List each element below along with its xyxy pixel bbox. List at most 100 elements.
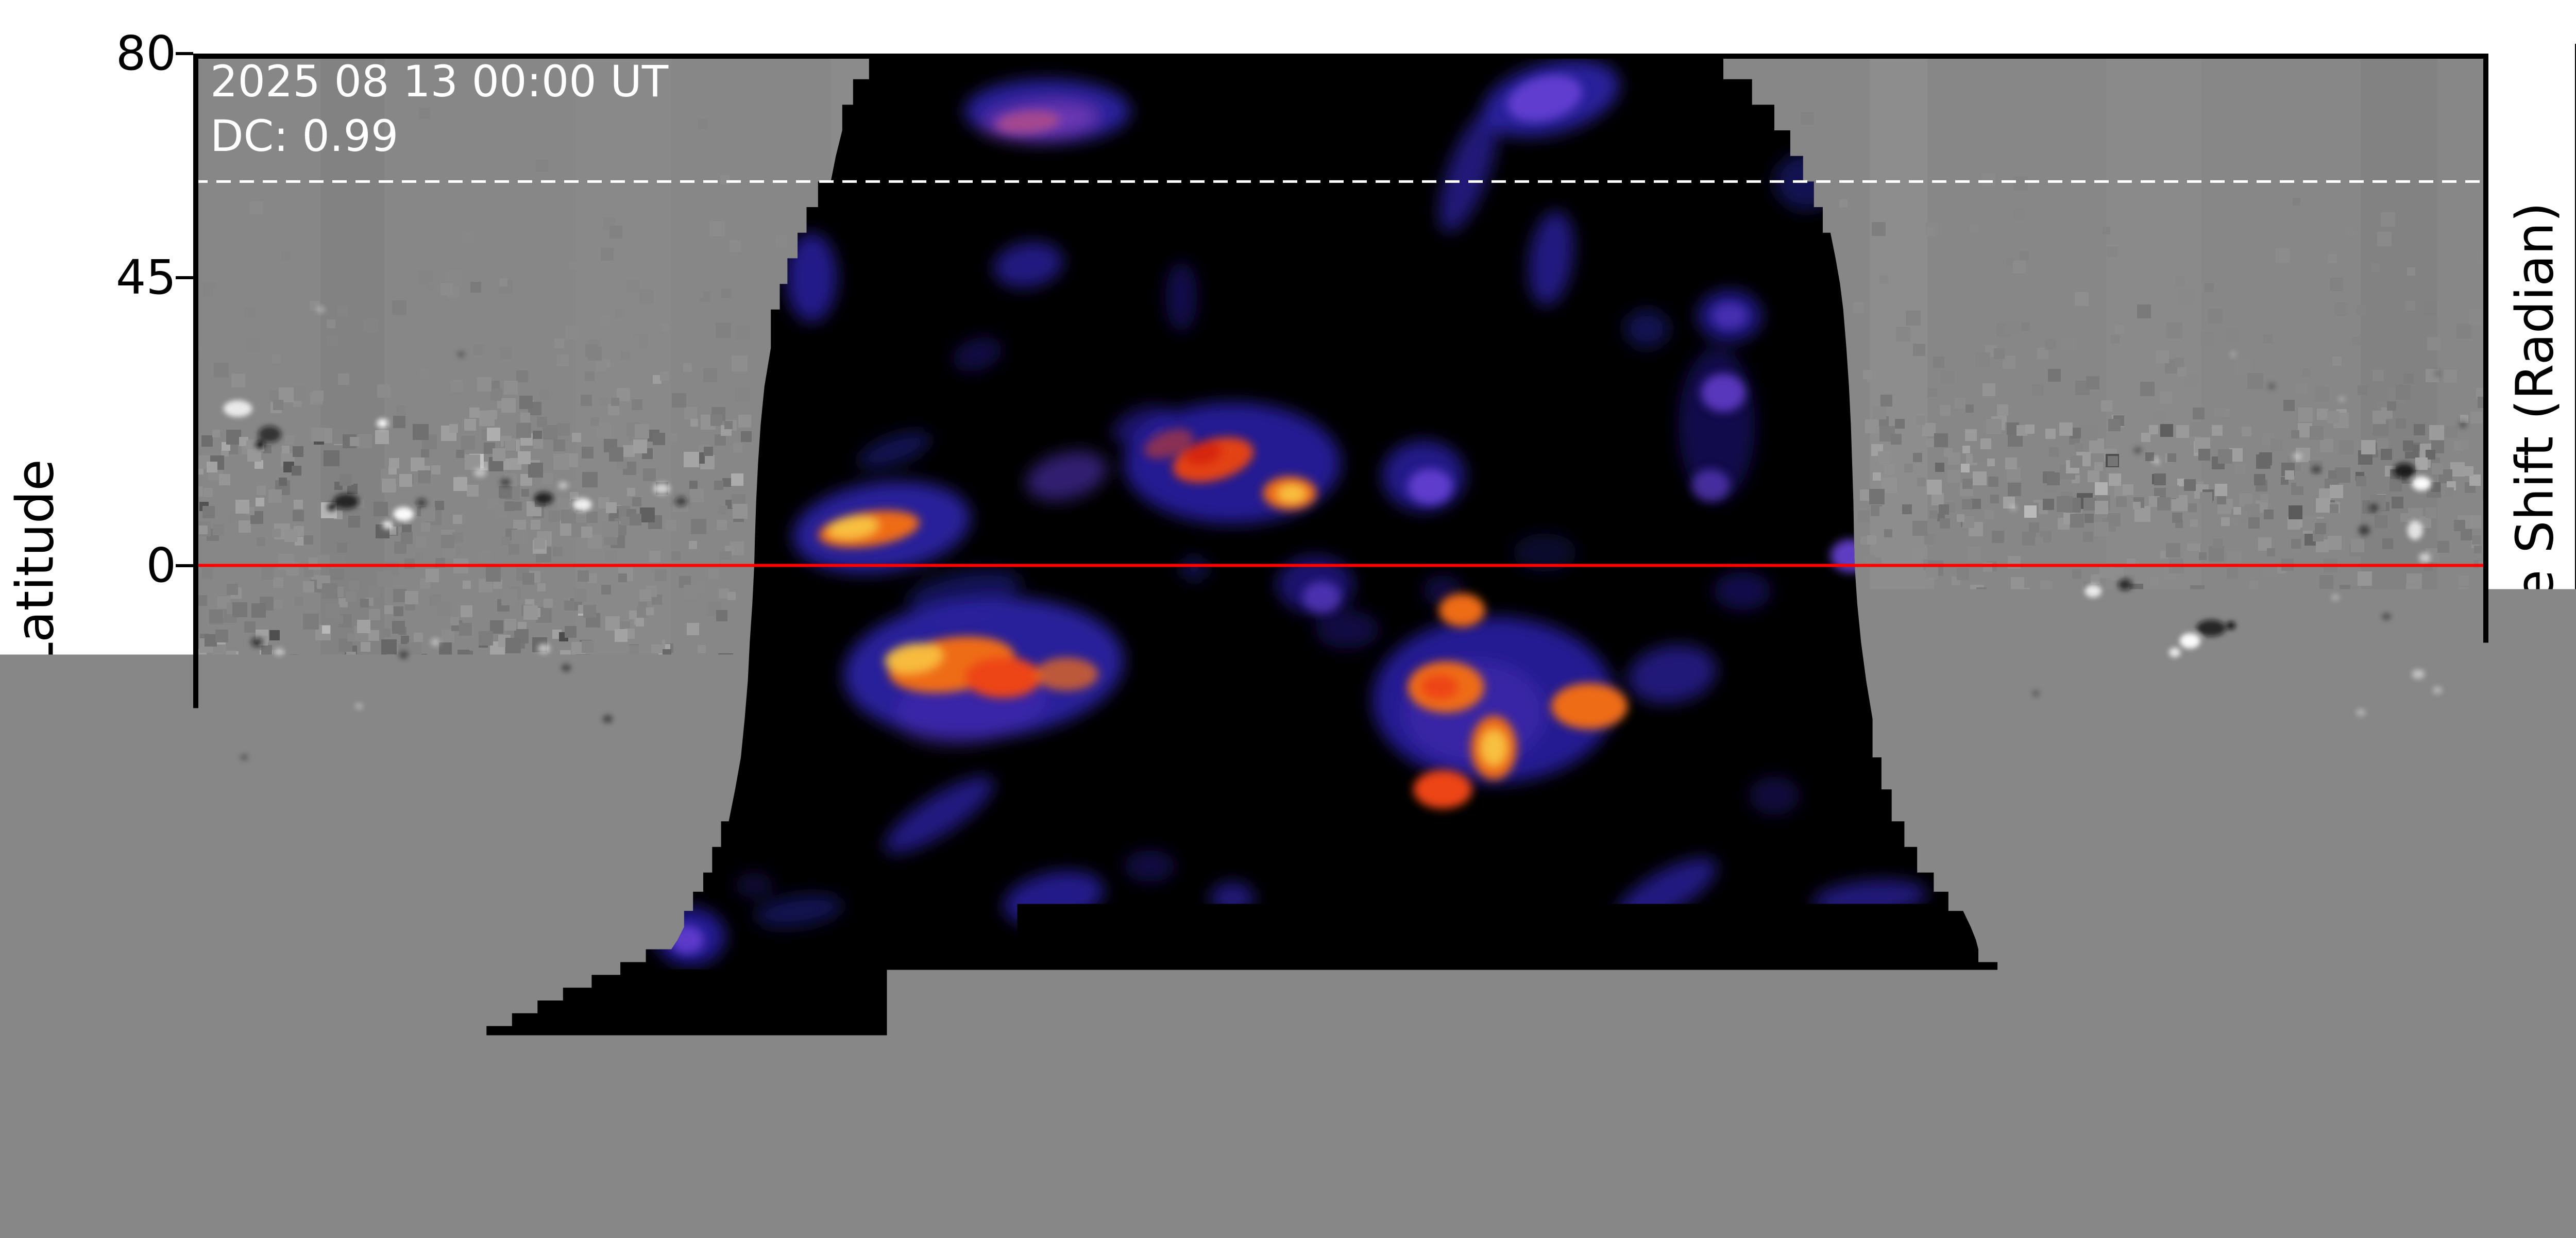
active-region-patch (333, 494, 359, 509)
active-region-patch (383, 521, 393, 529)
colorbar-farside-phase-label: Farside Phase Shift (Radian) (2505, 202, 2565, 923)
y-tick-mark (176, 52, 193, 55)
active-region-patch (2180, 633, 2200, 649)
active-region-patch (355, 703, 363, 709)
active-region-patch (537, 644, 550, 654)
farside-blob-core (1713, 303, 1746, 329)
y-tick-mark (176, 852, 193, 855)
active-region-patch (394, 507, 414, 521)
active-region-patch (2118, 579, 2132, 590)
farside-blob-halo (735, 873, 773, 898)
x-tick-label: 300 (2061, 1103, 2151, 1150)
annotation-dc-value: DC: 0.99 (210, 112, 398, 160)
active-region-patch (224, 400, 252, 417)
active-region-patch (256, 440, 264, 448)
y-tick-label: 45 (0, 254, 176, 301)
active-region-patch (2434, 370, 2441, 376)
farside-blob-core (1035, 657, 1099, 691)
active-region-patch (558, 482, 568, 489)
active-region-patch (2312, 466, 2321, 473)
active-region-patch (258, 426, 281, 443)
active-region-patch (654, 483, 670, 494)
active-region-patch (251, 638, 263, 647)
logo-wordmark: NISP (2325, 981, 2477, 1045)
active-region-patch (2459, 421, 2467, 428)
active-region-patch (399, 651, 409, 659)
active-region-patch (2419, 553, 2430, 563)
y-tick-label: −80 (0, 1054, 176, 1101)
x-tick-mark (1722, 1077, 1725, 1095)
x-tick-label: 60 (546, 1103, 606, 1150)
active-region-patch (534, 492, 553, 505)
active-region-patch (2356, 709, 2366, 717)
active-region-patch (2293, 453, 2302, 461)
active-region-patch (2412, 669, 2425, 679)
active-region-patch (457, 351, 465, 358)
active-region-patch (2359, 525, 2370, 535)
active-region-patch (562, 664, 571, 672)
farside-blob-halo (1315, 610, 1379, 649)
y-tick-label: 80 (0, 30, 176, 77)
y-tick-mark (176, 564, 193, 567)
active-region-patch (501, 479, 511, 486)
farside-blob-core (1481, 730, 1507, 766)
active-region-patch (603, 715, 613, 723)
farside-blob-core (1691, 469, 1730, 501)
active-region-patch (2153, 459, 2161, 465)
solar-farside-map: NISPNSO INTEGRATED SYNOPTIC PROGRAM (193, 54, 2488, 1077)
active-region-patch (572, 498, 591, 511)
x-tick-label: 120 (913, 1103, 1004, 1150)
y-tick-mark (176, 276, 193, 279)
active-region-patch (474, 468, 487, 477)
active-region-patch (2196, 620, 2226, 636)
farside-blob-core (1701, 374, 1746, 412)
active-region-patch (2226, 622, 2235, 630)
active-region-patch (431, 638, 440, 646)
active-region-patch (2382, 613, 2391, 620)
y-axis-label: Latitude (5, 459, 65, 671)
x-tick-mark (2487, 1077, 2490, 1095)
active-region-patch (240, 754, 248, 760)
active-region-patch (2133, 447, 2142, 454)
farside-blob-halo (1124, 850, 1175, 882)
map-plot-area: NISPNSO INTEGRATED SYNOPTIC PROGRAM 2025… (193, 54, 2488, 1077)
active-region-patch (2331, 594, 2340, 600)
active-region-patch (275, 648, 284, 656)
annotation-datetime: 2025 08 13 00:00 UT (210, 58, 668, 105)
active-region-patch (2010, 505, 2018, 511)
active-region-patch (2412, 477, 2431, 490)
x-tick-mark (1340, 1077, 1343, 1095)
active-region-patch (2230, 351, 2236, 358)
farside-blob-halo (1165, 262, 1197, 332)
active-region-patch (2268, 383, 2276, 389)
farside-blob-core (1414, 770, 1472, 809)
y-tick-label: −45 (0, 829, 176, 877)
figure-canvas: NISPNSO INTEGRATED SYNOPTIC PROGRAM 2025… (0, 0, 2576, 1238)
farside-blob-halo (1624, 310, 1669, 348)
x-tick-mark (2105, 1077, 2108, 1095)
farside-blob-core (1439, 593, 1485, 627)
active-region-patch (674, 497, 687, 506)
active-region-patch (2338, 396, 2346, 402)
farside-blob-core (1551, 683, 1628, 729)
active-region-patch (2032, 690, 2040, 697)
farside-blob-core (1278, 485, 1306, 503)
x-tick-mark (957, 1077, 960, 1095)
active-region-patch (2408, 521, 2423, 540)
farside-blob-halo (1210, 882, 1255, 914)
x-tick-label: 360 (2443, 1103, 2534, 1150)
y-tick-mark (176, 1076, 193, 1079)
x-tick-mark (574, 1077, 578, 1095)
x-tick-mark (192, 1077, 195, 1095)
farside-blob-core (1302, 582, 1341, 614)
x-tick-label: 180 (1296, 1103, 1386, 1150)
active-region-patch (2169, 648, 2180, 657)
active-region-patch (2369, 504, 2379, 512)
active-region-patch (2394, 463, 2415, 479)
farside-blob-halo (1497, 1026, 1554, 1052)
active-region-patch (2433, 686, 2443, 694)
farside-blob-halo (1714, 572, 1771, 610)
active-region-patch (416, 499, 427, 507)
farside-blob-core (1420, 674, 1459, 700)
x-tick-label: 240 (1678, 1103, 1769, 1150)
